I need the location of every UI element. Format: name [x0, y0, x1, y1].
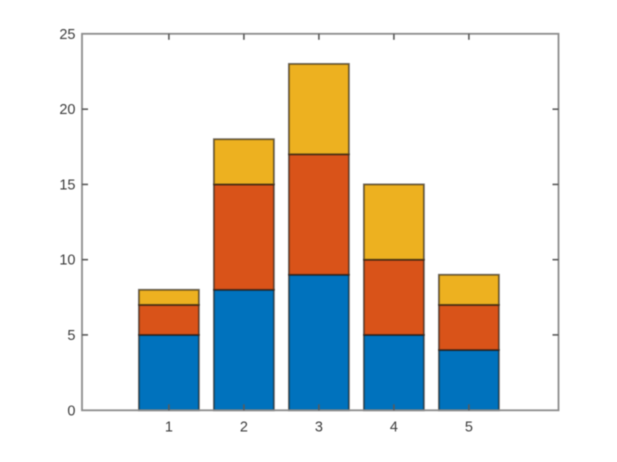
svg-text:4: 4: [390, 420, 398, 436]
svg-text:20: 20: [59, 102, 75, 118]
svg-text:15: 15: [59, 177, 75, 193]
svg-text:25: 25: [59, 27, 75, 43]
svg-text:3: 3: [315, 420, 323, 436]
svg-text:5: 5: [67, 328, 75, 344]
svg-text:2: 2: [240, 420, 248, 436]
svg-text:1: 1: [165, 420, 173, 436]
svg-text:10: 10: [59, 253, 75, 269]
svg-text:0: 0: [67, 403, 75, 419]
svg-text:5: 5: [465, 420, 473, 436]
